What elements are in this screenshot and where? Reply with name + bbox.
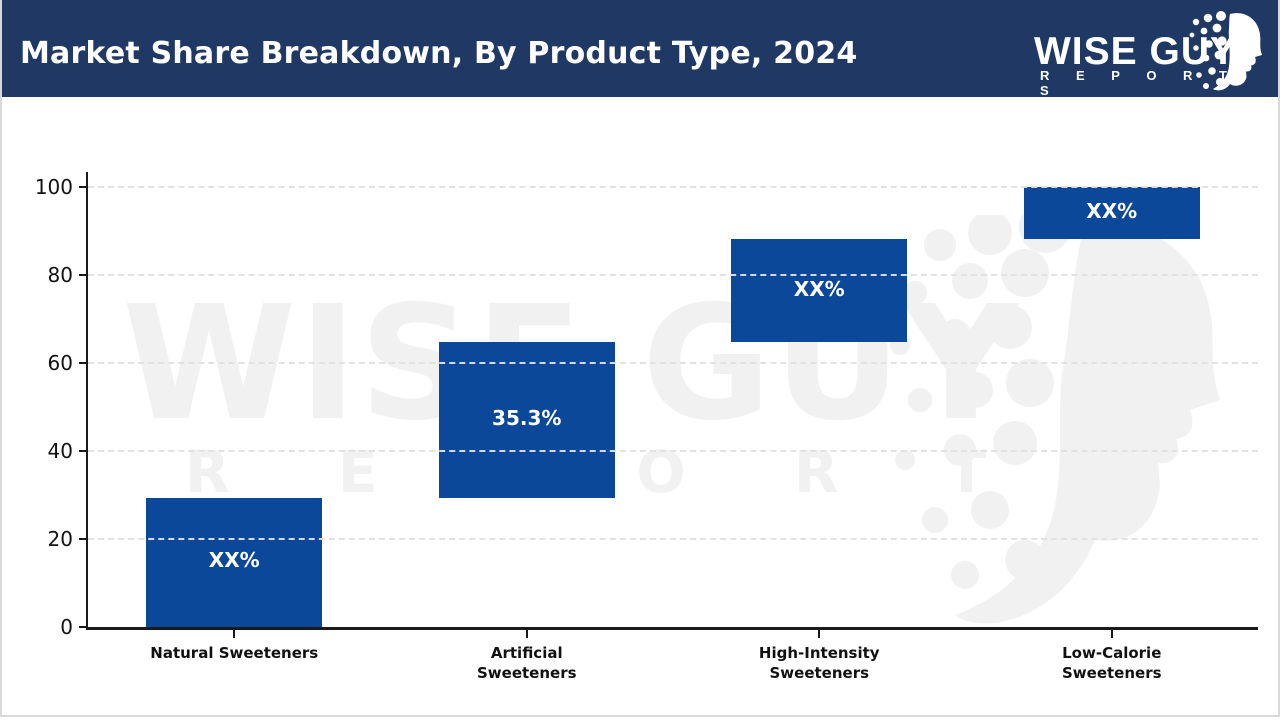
x-axis-tick [1110,630,1113,638]
x-axis-label-line: Sweeteners [1061,664,1162,682]
gridline [88,362,1258,364]
logo-wordmark: WISE GUY [1034,30,1238,73]
y-axis-tick [79,362,88,364]
logo-face-icon [1189,11,1262,91]
y-axis-tick [79,626,88,628]
x-axis-label-line: High-Intensity [758,644,880,662]
bar-segment [1023,187,1200,239]
y-tick-label: 20 [47,527,73,551]
gridline [88,538,1258,540]
y-axis-tick [79,274,88,276]
x-axis-label-line: Sweeteners [769,664,870,682]
y-axis-tick [79,538,88,540]
y-axis-line [86,172,88,630]
gridline [88,186,1258,188]
x-axis-line [86,627,1258,630]
watermark-face-icon [890,215,1220,624]
x-axis-label-line: Low-Calorie [1062,644,1162,662]
y-tick-label: 100 [34,175,73,199]
chart-title: Market Share Breakdown, By Product Type,… [20,36,858,71]
bar-segment [438,342,615,498]
y-axis-tick [79,186,88,188]
x-axis-label: High-Intensity Sweeteners [709,643,929,683]
gridline [88,450,1258,452]
bar-segment [146,497,323,627]
y-tick-label: 80 [47,263,73,287]
x-axis-tick [233,630,236,638]
x-axis-label-line: Artificial [490,644,563,662]
watermark-text-reports: R E P O R T S [185,438,1181,506]
x-axis-tick [818,630,821,638]
bar-segment [731,238,908,343]
bar-value-label: XX% [1086,198,1138,223]
x-axis-label: Natural Sweeteners [124,643,344,663]
x-axis-label: Low-Calorie Sweeteners [1002,643,1222,683]
x-axis-label-line: Sweeteners [476,664,577,682]
gridline [88,274,1258,276]
y-tick-label: 60 [47,351,73,375]
x-axis-label-line: Natural Sweeteners [150,644,319,662]
y-tick-label: 40 [47,439,73,463]
x-axis-label: Artificial Sweeteners [417,643,637,683]
bar-value-label: XX% [208,548,260,573]
logo-subtext: R E P O R T S [1040,68,1239,98]
y-axis-tick [79,450,88,452]
header-bar: Market Share Breakdown, By Product Type,… [0,0,1280,98]
x-axis-tick [525,630,528,638]
brand-logo: WISE GUY R E P O R T S [1012,6,1262,98]
bar-value-label: 35.3% [492,405,562,430]
chart-plot-area: XX% 35.3% XX% XX% 0 20 40 60 80 100 Natural Sweete… [0,97,1280,717]
bar-value-label: XX% [793,276,845,301]
y-tick-label: 0 [60,615,73,639]
